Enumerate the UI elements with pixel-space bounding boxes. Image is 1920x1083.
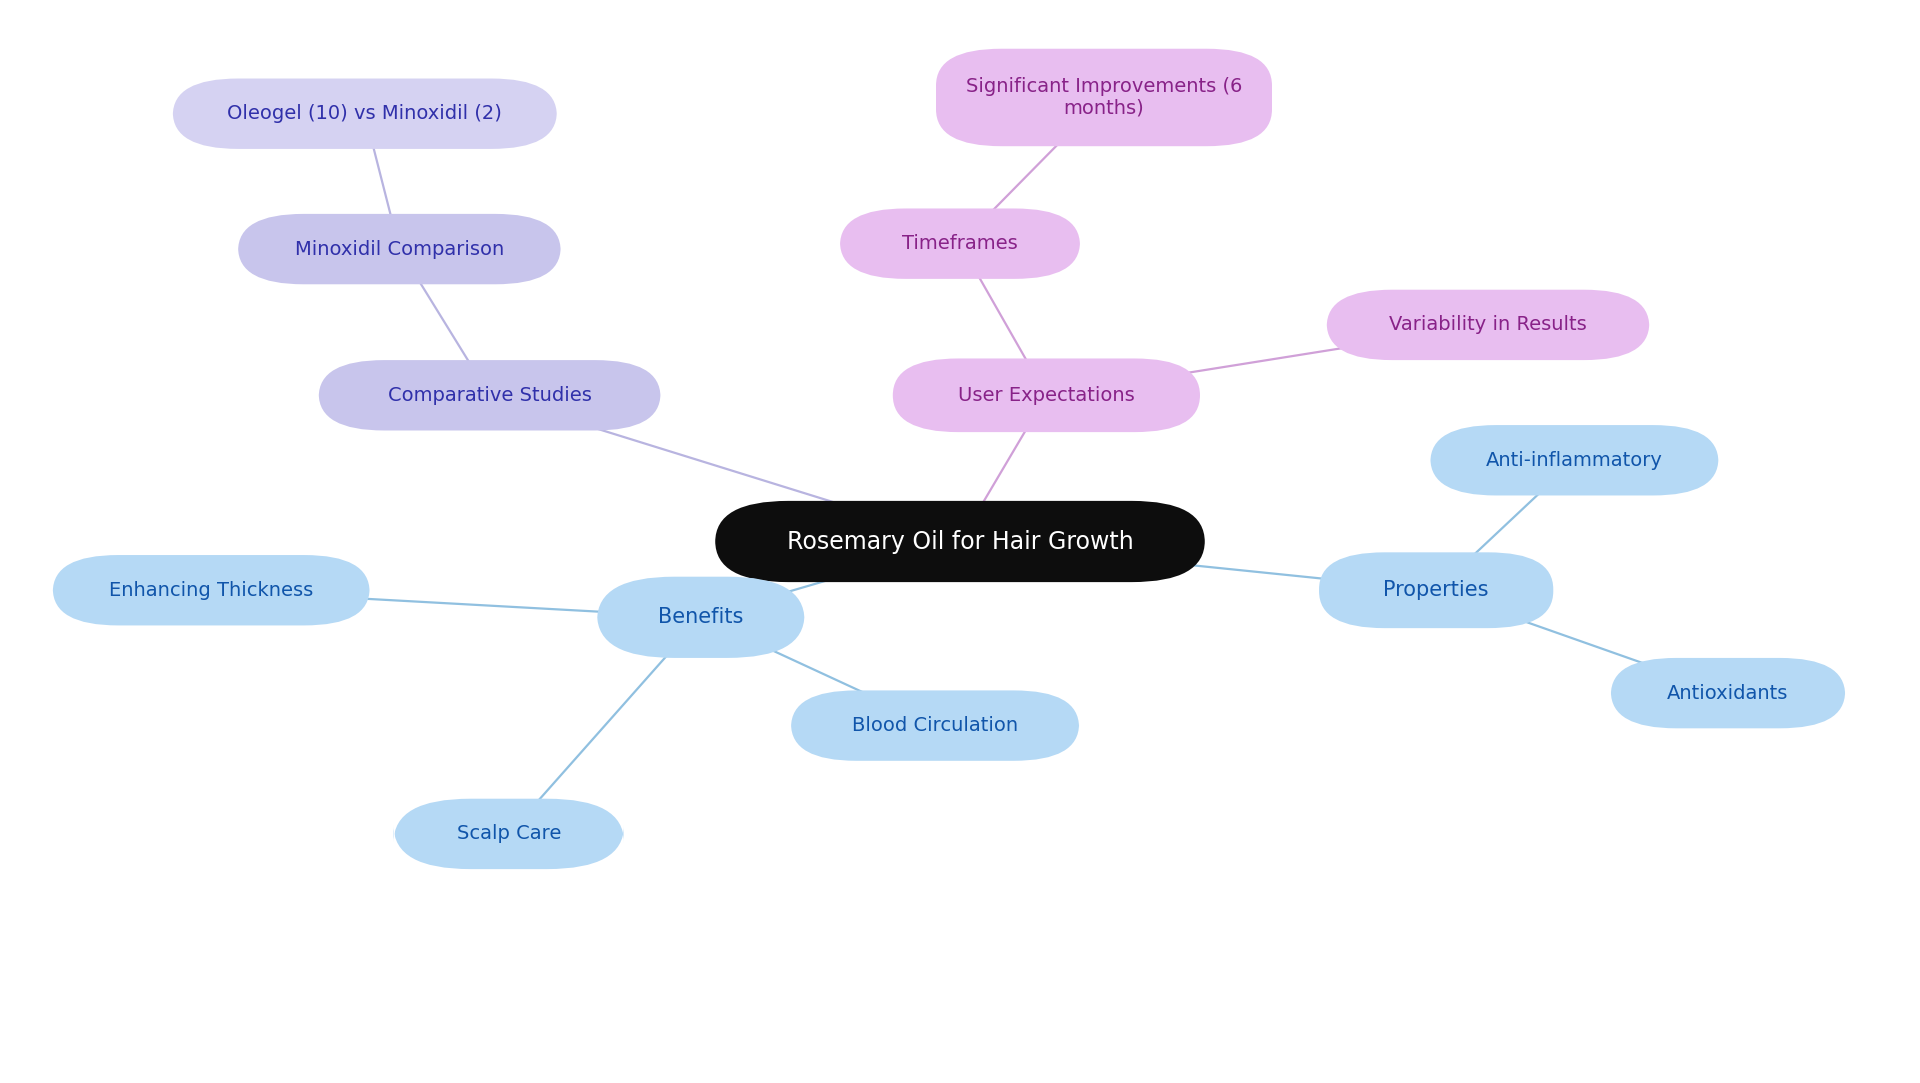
Text: Properties: Properties [1384,580,1488,600]
FancyBboxPatch shape [1319,552,1553,628]
Text: Blood Circulation: Blood Circulation [852,716,1018,735]
Text: User Expectations: User Expectations [958,386,1135,405]
FancyBboxPatch shape [394,799,624,869]
Text: Scalp Care: Scalp Care [457,824,561,844]
Text: Benefits: Benefits [659,608,743,627]
Text: Oleogel (10) vs Minoxidil (2): Oleogel (10) vs Minoxidil (2) [227,104,503,123]
FancyBboxPatch shape [714,500,1206,583]
Text: Timeframes: Timeframes [902,234,1018,253]
Text: Variability in Results: Variability in Results [1390,315,1586,335]
Text: Rosemary Oil for Hair Growth: Rosemary Oil for Hair Growth [787,530,1133,553]
Text: Minoxidil Comparison: Minoxidil Comparison [296,239,503,259]
FancyBboxPatch shape [893,358,1200,432]
Text: Anti-inflammatory: Anti-inflammatory [1486,451,1663,470]
FancyBboxPatch shape [173,79,557,148]
FancyBboxPatch shape [935,49,1271,146]
Text: Enhancing Thickness: Enhancing Thickness [109,580,313,600]
FancyBboxPatch shape [791,691,1079,760]
FancyBboxPatch shape [841,208,1079,278]
FancyBboxPatch shape [1611,657,1845,728]
FancyBboxPatch shape [597,576,804,657]
Text: Antioxidants: Antioxidants [1667,683,1789,703]
FancyBboxPatch shape [238,214,561,284]
Text: Significant Improvements (6
months): Significant Improvements (6 months) [966,77,1242,118]
FancyBboxPatch shape [1430,426,1718,496]
FancyBboxPatch shape [52,556,369,626]
FancyBboxPatch shape [1327,290,1649,360]
FancyBboxPatch shape [319,360,660,430]
Text: Comparative Studies: Comparative Studies [388,386,591,405]
